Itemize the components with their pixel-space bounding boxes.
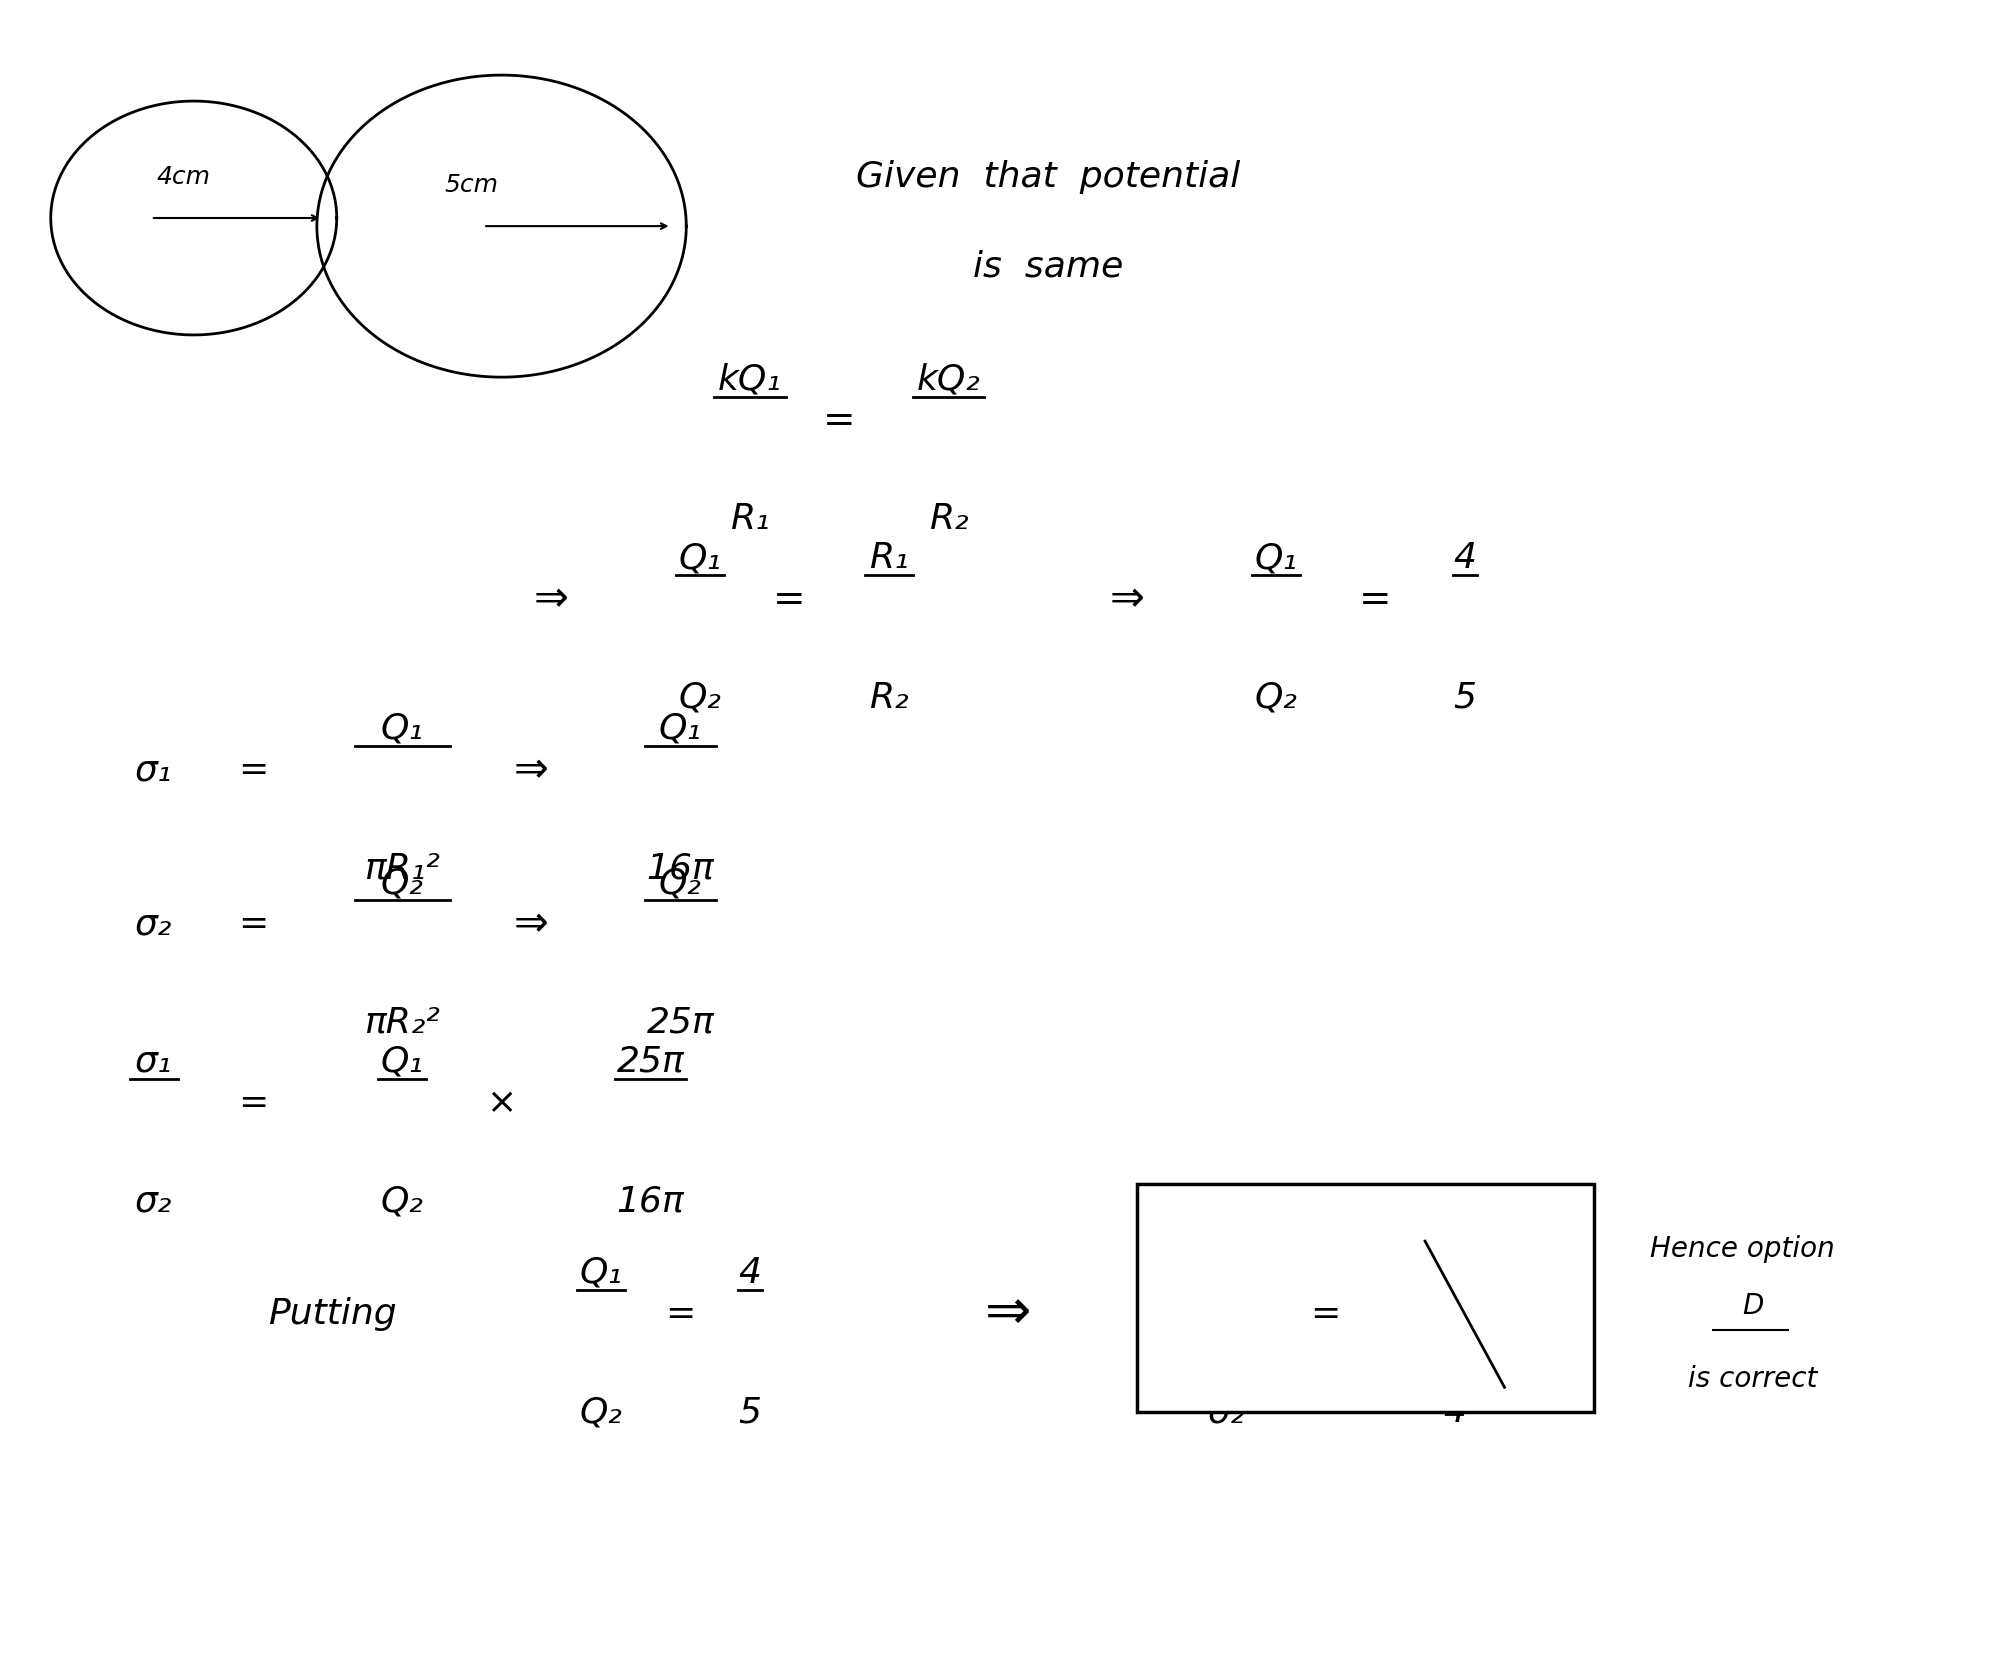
Text: Q₁: Q₁: [1254, 541, 1298, 576]
Text: σ₁: σ₁: [135, 1045, 173, 1078]
Text: σ₁: σ₁: [1208, 1255, 1246, 1290]
Text: Given  that  potential: Given that potential: [855, 160, 1240, 195]
Text: 16π: 16π: [647, 852, 714, 885]
Text: σ₂: σ₂: [1208, 1396, 1246, 1429]
Text: ⇒: ⇒: [534, 579, 569, 620]
Text: =: =: [238, 908, 268, 941]
Text: Hence option: Hence option: [1651, 1236, 1835, 1264]
Text: Q₂: Q₂: [579, 1396, 623, 1429]
Text: kQ₂: kQ₂: [917, 362, 980, 397]
Text: =: =: [238, 1087, 268, 1120]
Text: 5: 5: [1443, 1255, 1466, 1290]
Text: =: =: [238, 753, 268, 787]
Text: =: =: [774, 581, 806, 619]
Text: σ₁: σ₁: [135, 753, 173, 787]
Text: D: D: [1742, 1292, 1764, 1320]
Text: =: =: [823, 402, 855, 440]
Text: =: =: [1310, 1297, 1341, 1331]
Text: is  same: is same: [972, 250, 1123, 284]
Text: Q₁: Q₁: [679, 541, 722, 576]
Text: Q₁: Q₁: [579, 1255, 623, 1290]
Text: R₂: R₂: [869, 681, 909, 715]
Text: Q₂: Q₂: [381, 1184, 423, 1219]
Text: Q₁: Q₁: [381, 1045, 423, 1078]
Text: σ₂: σ₂: [135, 908, 173, 941]
Text: 4: 4: [738, 1255, 762, 1290]
Text: Q₁: Q₁: [381, 711, 423, 746]
Text: Q₂: Q₂: [679, 681, 722, 715]
Text: ⇒: ⇒: [984, 1287, 1032, 1341]
FancyBboxPatch shape: [1137, 1184, 1595, 1411]
Text: 4cm: 4cm: [157, 165, 212, 189]
Text: Putting: Putting: [268, 1297, 397, 1331]
Text: 25π: 25π: [617, 1045, 683, 1078]
Text: kQ₁: kQ₁: [718, 362, 782, 397]
Text: ⇒: ⇒: [514, 749, 548, 791]
Text: R₂: R₂: [929, 503, 968, 536]
Text: ⇒: ⇒: [1109, 579, 1145, 620]
Text: 25π: 25π: [647, 1006, 714, 1040]
Text: ⇒: ⇒: [514, 903, 548, 946]
Text: 5: 5: [1454, 681, 1476, 715]
Text: Q₂: Q₂: [659, 867, 702, 900]
Text: Q₁: Q₁: [659, 711, 702, 746]
Text: R₁: R₁: [730, 503, 770, 536]
Text: πR₁²: πR₁²: [365, 852, 439, 885]
Text: Q₂: Q₂: [1254, 681, 1298, 715]
Text: R₁: R₁: [869, 541, 909, 576]
Text: σ₂: σ₂: [135, 1184, 173, 1219]
Text: 16π: 16π: [617, 1184, 683, 1219]
Text: 4: 4: [1443, 1396, 1466, 1429]
Text: =: =: [1359, 581, 1391, 619]
Text: 4: 4: [1454, 541, 1476, 576]
Text: ×: ×: [486, 1087, 516, 1120]
Text: Q₂: Q₂: [381, 867, 423, 900]
Text: 5cm: 5cm: [446, 174, 498, 197]
Text: =: =: [665, 1297, 696, 1331]
Text: 5: 5: [738, 1396, 762, 1429]
Text: is correct: is correct: [1687, 1365, 1818, 1393]
Text: πR₂²: πR₂²: [365, 1006, 439, 1040]
